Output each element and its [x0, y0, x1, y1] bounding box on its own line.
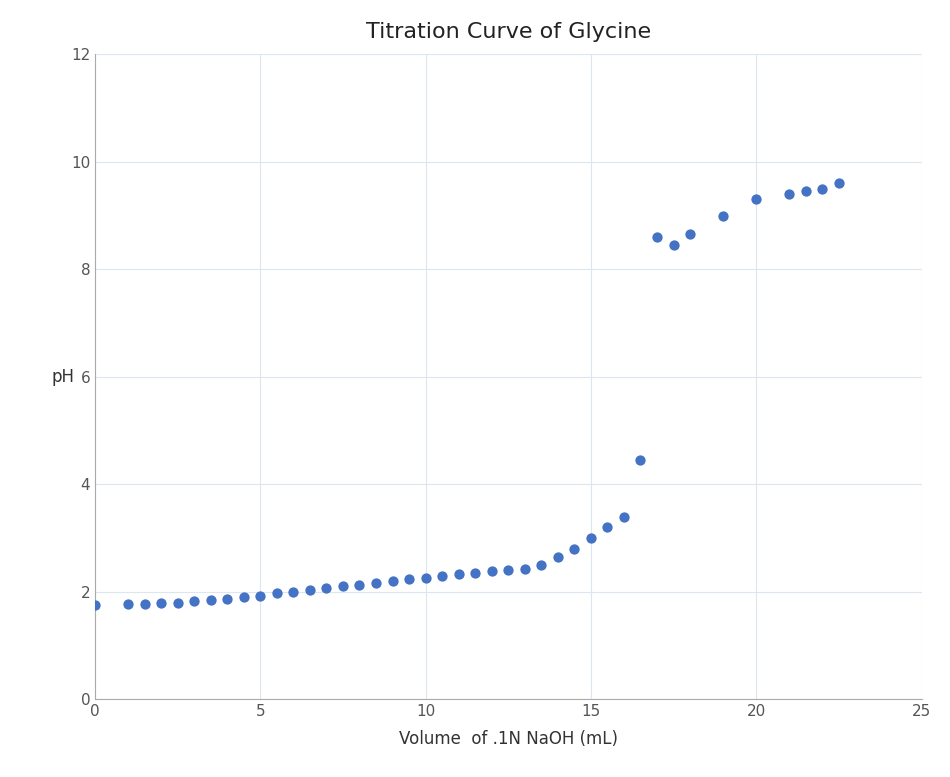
Point: [269, 587, 284, 600]
Point: [237, 591, 252, 604]
Point: [451, 568, 466, 580]
Point: [352, 579, 367, 591]
Point: [121, 598, 136, 611]
Point: [219, 593, 235, 605]
Point: [186, 595, 201, 608]
Point: [715, 209, 731, 222]
Point: [319, 582, 334, 594]
Point: [798, 185, 813, 197]
Point: [599, 521, 615, 534]
Point: [666, 239, 681, 252]
Point: [154, 597, 169, 609]
Point: [434, 570, 449, 582]
Point: [484, 565, 500, 577]
Point: [137, 598, 152, 610]
Point: [682, 228, 697, 241]
Point: [534, 559, 549, 571]
Point: [567, 542, 582, 555]
Point: [418, 572, 433, 584]
Point: [286, 586, 301, 598]
Point: [650, 231, 665, 243]
Point: [633, 454, 648, 466]
Point: [815, 183, 830, 195]
Y-axis label: pH: pH: [51, 368, 74, 386]
Point: [782, 188, 797, 200]
Point: [749, 193, 764, 206]
Point: [550, 551, 565, 563]
Point: [369, 577, 384, 589]
Point: [170, 597, 185, 609]
Point: [385, 575, 400, 587]
Point: [501, 564, 516, 577]
Point: [517, 563, 532, 575]
Point: [335, 580, 351, 593]
Point: [467, 566, 483, 579]
Title: Titration Curve of Glycine: Titration Curve of Glycine: [366, 22, 651, 42]
Point: [402, 573, 417, 586]
Point: [253, 590, 268, 602]
Point: [831, 177, 846, 190]
Point: [583, 531, 598, 544]
Point: [87, 599, 103, 611]
X-axis label: Volume  of .1N NaOH (mL): Volume of .1N NaOH (mL): [399, 730, 618, 748]
Point: [617, 510, 632, 523]
Point: [203, 594, 218, 607]
Point: [302, 584, 317, 597]
